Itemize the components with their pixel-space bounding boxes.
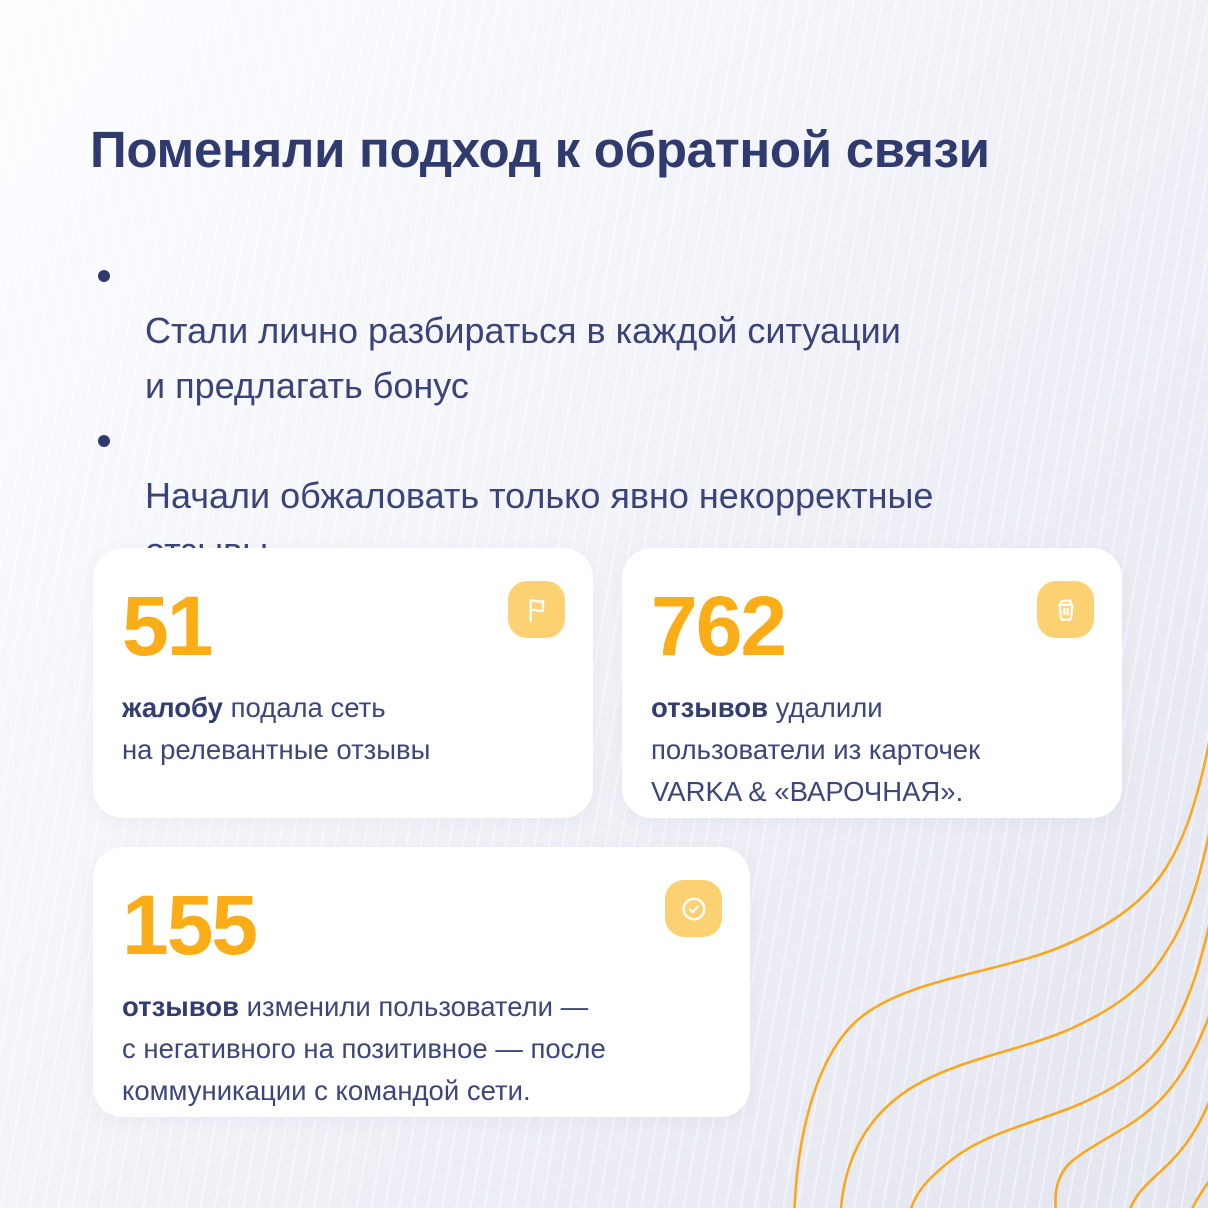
bullet-text: Стали лично разбираться в каждой ситуаци… <box>145 310 901 406</box>
stat-value: 51 <box>122 579 213 673</box>
trash-icon <box>1037 581 1094 638</box>
stat-card-changed-reviews: 155 отзывов изменили пользователи — с не… <box>93 847 750 1117</box>
bullet-dot-icon <box>98 435 110 447</box>
stat-description: отзывов удалили пользователи из карточек… <box>651 687 1092 813</box>
bullet-dot-icon <box>98 270 110 282</box>
check-circle-icon <box>665 880 722 937</box>
flag-icon <box>508 581 565 638</box>
stat-description: жалобу подала сеть на релевантные отзывы <box>122 687 563 771</box>
page-title: Поменяли подход к обратной связи <box>90 121 990 178</box>
stat-lead-word: отзывов <box>651 692 768 723</box>
stat-lead-word: отзывов <box>122 991 239 1022</box>
stat-value: 155 <box>122 878 258 972</box>
stat-rest-text: изменили пользователи — с негативного на… <box>122 991 606 1106</box>
bullet-item: Стали лично разбираться в каждой ситуаци… <box>98 248 1118 413</box>
stat-description: отзывов изменили пользователи — с негати… <box>122 986 720 1112</box>
stat-card-deleted-reviews: 762 отзывов удалили пользователи из карт… <box>622 548 1122 818</box>
bullet-list: Стали лично разбираться в каждой ситуаци… <box>98 248 1118 578</box>
stat-value: 762 <box>651 579 787 673</box>
stat-rest-text: подала сеть на релевантные отзывы <box>122 692 431 765</box>
stat-lead-word: жалобу <box>122 692 223 723</box>
stat-card-complaints: 51 жалобу подала сеть на релевантные отз… <box>93 548 593 818</box>
stat-rest-text: удалили пользователи из карточек VARKA &… <box>651 692 981 807</box>
